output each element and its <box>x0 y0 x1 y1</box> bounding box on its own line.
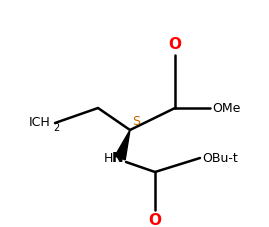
Text: O: O <box>168 37 182 52</box>
Text: H: H <box>103 151 113 165</box>
Text: OBu-t: OBu-t <box>202 151 238 165</box>
Text: N: N <box>112 151 124 165</box>
Text: 2: 2 <box>53 123 59 133</box>
Text: OMe: OMe <box>212 101 240 114</box>
Text: ICH: ICH <box>29 116 51 129</box>
Text: O: O <box>148 213 161 227</box>
Text: S: S <box>132 115 140 128</box>
Polygon shape <box>115 130 130 160</box>
